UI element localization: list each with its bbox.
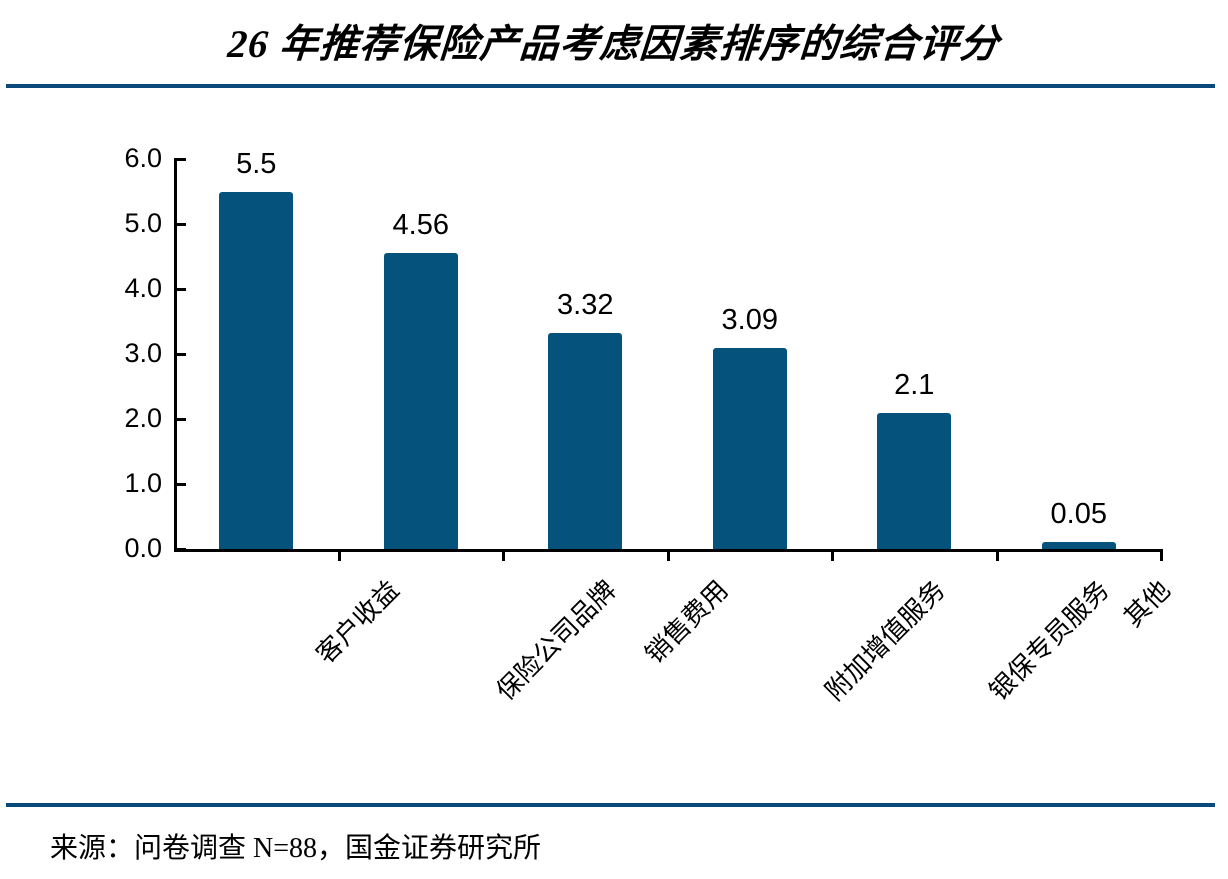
- y-axis-tick-label: 0.0: [124, 533, 162, 563]
- y-axis-tick-label: 2.0: [124, 403, 162, 433]
- x-axis-tick: [502, 549, 505, 561]
- x-axis-category-label: 销售费用: [639, 575, 735, 670]
- bar: [877, 412, 952, 549]
- y-axis-tick: [174, 483, 186, 486]
- bar-value-label: 4.56: [392, 208, 449, 241]
- y-axis-tick-label: 6.0: [124, 143, 162, 173]
- bar-value-label: 3.32: [557, 289, 614, 322]
- y-axis-tick-label: 1.0: [124, 468, 162, 498]
- y-axis-tick: [174, 288, 186, 291]
- x-axis-tick: [995, 549, 999, 561]
- y-axis-tick: [174, 158, 186, 161]
- divider-bottom: [6, 803, 1215, 807]
- y-axis-tick: [174, 548, 186, 551]
- y-axis-tick-label: 3.0: [124, 338, 162, 368]
- y-axis-tick: [174, 353, 186, 356]
- bar-value-label: 2.1: [894, 368, 935, 401]
- y-axis-tick-label: 5.0: [124, 208, 162, 238]
- bar-value-label: 3.09: [721, 304, 778, 337]
- x-axis-tick: [337, 549, 341, 561]
- source-note: 来源：问卷调查 N=88，国金证券研究所: [50, 833, 542, 864]
- y-axis-tick: [174, 223, 186, 226]
- x-axis-tick: [666, 549, 670, 561]
- x-axis-category-label: 其他: [1118, 575, 1176, 633]
- bar: [548, 333, 623, 549]
- x-axis-tick: [1160, 549, 1163, 561]
- bar-value-label: 5.5: [236, 147, 277, 180]
- bar-value-label: 0.05: [1050, 498, 1107, 530]
- x-axis-category-label: 客户收益: [310, 575, 406, 670]
- bar: [1041, 542, 1116, 549]
- y-axis-tick: [174, 418, 186, 421]
- x-axis-category-label: 保险公司品牌: [490, 575, 622, 707]
- x-axis-category-label: 银保专员服务: [984, 575, 1116, 707]
- x-axis-category-label: 附加增值服务: [819, 575, 951, 707]
- y-axis-tick-label: 4.0: [124, 273, 162, 303]
- divider-top: [6, 84, 1215, 88]
- bar: [219, 191, 294, 549]
- bar: [712, 348, 787, 549]
- bar: [383, 252, 458, 549]
- x-axis-tick: [831, 549, 834, 561]
